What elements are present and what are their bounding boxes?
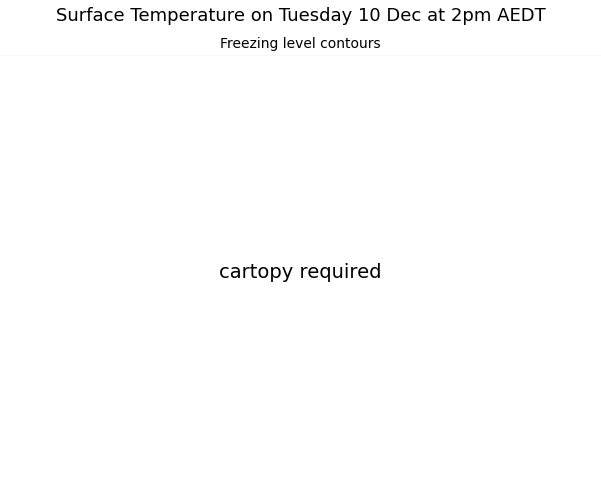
Text: cartopy required: cartopy required bbox=[219, 263, 382, 282]
Text: Freezing level contours: Freezing level contours bbox=[220, 37, 381, 51]
Text: Surface Temperature on Tuesday 10 Dec at 2pm AEDT: Surface Temperature on Tuesday 10 Dec at… bbox=[56, 7, 545, 25]
